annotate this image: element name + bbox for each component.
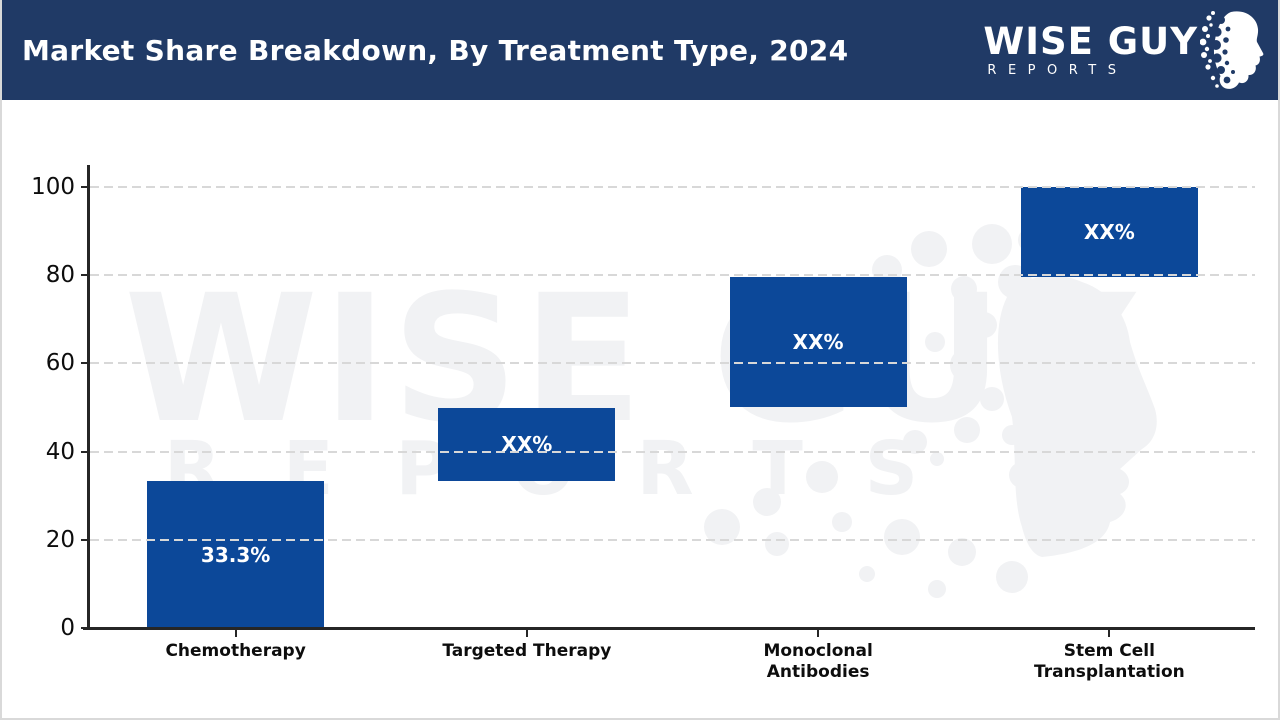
- x-axis-label-chemotherapy: Chemotherapy: [165, 641, 306, 661]
- gridline-80: [90, 274, 1255, 277]
- x-axis-label-targeted-therapy: Targeted Therapy: [442, 641, 612, 661]
- bar-chemotherapy: [147, 481, 325, 628]
- gridline-100: [90, 186, 1255, 188]
- y-tick-20: [81, 538, 89, 541]
- bar-value-label-stem-cell-transplantation: XX%: [1083, 220, 1135, 245]
- page-title: Market Share Breakdown, By Treatment Typ…: [22, 33, 849, 67]
- bar-value-label-targeted-therapy: XX%: [501, 432, 553, 457]
- bar-stem-cell-transplantation: [1020, 187, 1198, 278]
- y-tick-label: 0: [60, 615, 75, 641]
- y-tick-label: 100: [31, 174, 75, 200]
- y-tick-80: [81, 274, 89, 277]
- x-tick-stem-cell-transplantation: [1108, 630, 1111, 637]
- gridline-40: [90, 450, 1255, 453]
- x-tick-targeted-therapy: [525, 630, 528, 637]
- y-tick-100: [81, 186, 89, 188]
- watermark-wordmark: WISE GUY: [124, 257, 1139, 462]
- logo-wordmark: WISE GUY: [983, 20, 1198, 63]
- bar-targeted-therapy: [438, 407, 616, 482]
- bar-value-label-chemotherapy: 33.3%: [200, 542, 271, 567]
- brand-logo-text: WISE GUY REPORTS: [983, 23, 1198, 77]
- y-tick-label: 80: [45, 262, 75, 289]
- x-axis-line: [83, 627, 1255, 630]
- y-tick-60: [81, 362, 89, 365]
- y-tick-label: 40: [45, 438, 75, 465]
- y-tick-label: 60: [45, 350, 75, 377]
- gridline-20: [90, 538, 1255, 541]
- logo-face-icon: [1200, 11, 1264, 89]
- logo-subtext: REPORTS: [987, 63, 1128, 78]
- x-axis-label-stem-cell-transplantation: Stem Cell Transplantation: [1034, 641, 1185, 682]
- brand-logo: WISE GUY REPORTS: [983, 7, 1264, 93]
- x-tick-monoclonal-antibodies: [817, 630, 820, 637]
- gridline-60: [90, 362, 1255, 365]
- x-tick-chemotherapy: [234, 630, 237, 637]
- bar-monoclonal-antibodies: [729, 277, 907, 408]
- y-tick-label: 20: [45, 526, 75, 553]
- bar-value-label-monoclonal-antibodies: XX%: [792, 330, 844, 355]
- y-axis-line: [87, 165, 90, 630]
- header: Market Share Breakdown, By Treatment Typ…: [2, 0, 1278, 100]
- y-tick-40: [81, 450, 89, 453]
- x-axis-label-monoclonal-antibodies: Monoclonal Antibodies: [763, 641, 873, 682]
